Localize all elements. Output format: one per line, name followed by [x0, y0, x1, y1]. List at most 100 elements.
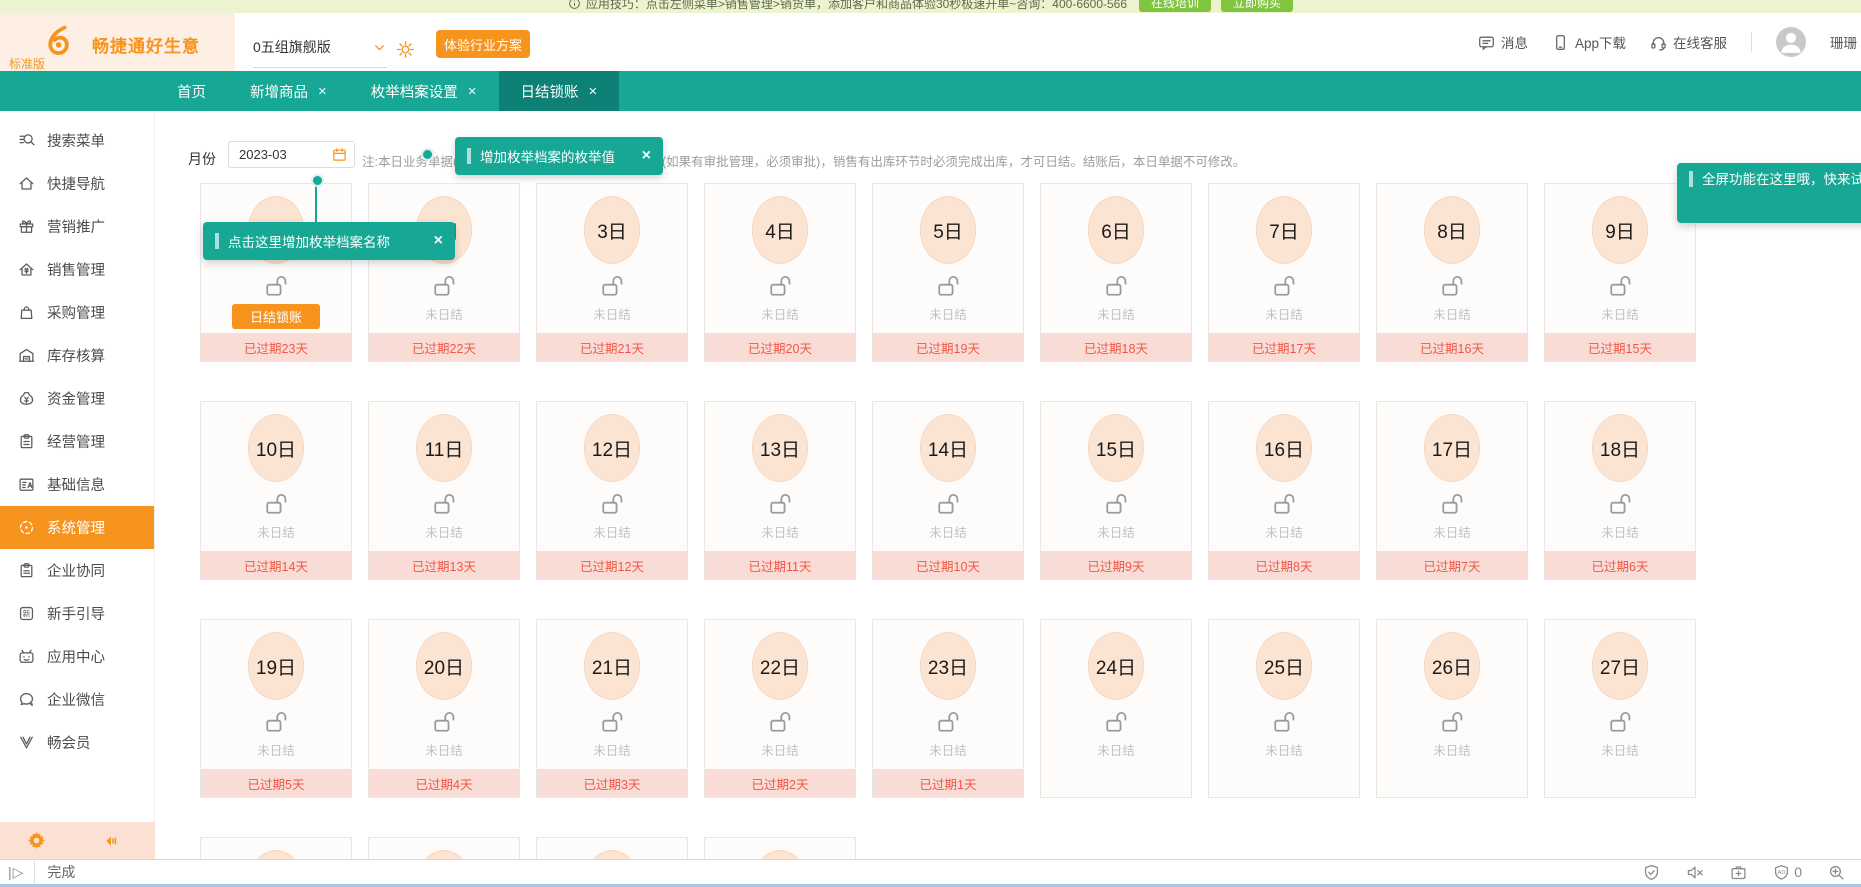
- day-card-26[interactable]: 26日 未日结: [1376, 619, 1528, 798]
- day-status: 未日结: [761, 308, 799, 322]
- trial-industry-button[interactable]: 体验行业方案: [436, 30, 530, 58]
- day-card-23[interactable]: 23日 未日结 已过期1天: [872, 619, 1024, 798]
- username[interactable]: 珊珊: [1830, 36, 1857, 51]
- tab-daily-lock[interactable]: 日结锁账 ×: [498, 71, 620, 111]
- day-card-19[interactable]: 19日 未日结 已过期5天: [200, 619, 352, 798]
- shield-check-icon[interactable]: [1643, 864, 1660, 881]
- sidebar-item-member[interactable]: 畅会员: [0, 721, 154, 764]
- statusbar-icons: AD 0: [1643, 864, 1861, 881]
- chevron-down-icon: [375, 44, 384, 50]
- sidebar-item-funds[interactable]: 资金管理: [0, 377, 154, 420]
- day-card-4[interactable]: 4日 未日结 已过期20天: [704, 183, 856, 362]
- day-card-11[interactable]: 11日 未日结 已过期13天: [368, 401, 520, 580]
- tooltip-anchor-dot: [421, 148, 434, 161]
- sidebar-item-sales[interactable]: 销售管理: [0, 248, 154, 291]
- day-number: 21日: [584, 632, 640, 700]
- basicinfo-icon: [18, 476, 35, 493]
- day-card-15[interactable]: 15日 未日结 已过期9天: [1040, 401, 1192, 580]
- tooltip-close-icon[interactable]: ×: [641, 147, 651, 164]
- day-card-8[interactable]: 8日 未日结 已过期16天: [1376, 183, 1528, 362]
- collapse-sidebar-icon[interactable]: [101, 833, 119, 849]
- sidebar-item-purchase[interactable]: 采购管理: [0, 291, 154, 334]
- zoom-in-icon[interactable]: [1828, 864, 1845, 881]
- tab-new-product[interactable]: 新增商品 ×: [228, 71, 349, 111]
- day-card-6[interactable]: 6日 未日结 已过期18天: [1040, 183, 1192, 362]
- unlocked-padlock-icon: [767, 273, 793, 299]
- day-card-7[interactable]: 7日 未日结 已过期17天: [1208, 183, 1360, 362]
- day-card-14[interactable]: 14日 未日结 已过期10天: [872, 401, 1024, 580]
- mute-icon[interactable]: [1686, 864, 1704, 881]
- sidebar-item-app-center[interactable]: 应用中心: [0, 635, 154, 678]
- day-card-27[interactable]: 27日 未日结: [1544, 619, 1696, 798]
- user-avatar[interactable]: [1776, 27, 1806, 57]
- day-card-25[interactable]: 25日 未日结: [1208, 619, 1360, 798]
- sidebar-item-wechat[interactable]: 企业微信: [0, 678, 154, 721]
- day-status: 未日结: [929, 308, 967, 322]
- day-card-21[interactable]: 21日 未日结 已过期3天: [536, 619, 688, 798]
- sidebar-item-basic-info[interactable]: 基础信息: [0, 463, 154, 506]
- day-card-28[interactable]: 28日未日结: [200, 837, 352, 859]
- sidebar-item-guide[interactable]: 新 新手引导: [0, 592, 154, 635]
- tab-close-icon[interactable]: ×: [467, 82, 477, 100]
- messages-link[interactable]: 消息: [1478, 32, 1528, 52]
- day-card-12[interactable]: 12日 未日结 已过期12天: [536, 401, 688, 580]
- unlocked-padlock-icon: [935, 273, 961, 299]
- tab-label: 首页: [177, 84, 206, 101]
- sidebar-footer: [0, 822, 155, 859]
- sidebar-item-quick-nav[interactable]: 快捷导航: [0, 162, 154, 205]
- unlocked-padlock-icon: [263, 273, 289, 299]
- sidebar-item-operations[interactable]: 经营管理: [0, 420, 154, 463]
- sidebar-item-search[interactable]: 搜索菜单: [0, 119, 154, 162]
- day-number: 11日: [416, 414, 472, 482]
- tab-close-icon[interactable]: ×: [588, 82, 598, 100]
- buy-now-button[interactable]: 立即购买: [1221, 0, 1294, 12]
- org-selector[interactable]: 0五组旗舰版: [253, 27, 387, 68]
- unlocked-padlock-icon: [935, 491, 961, 517]
- sidebar-item-label: 畅会员: [47, 736, 91, 752]
- tab-enum-archive-settings[interactable]: 枚举档案设置 ×: [349, 71, 499, 111]
- day-number: 13日: [752, 414, 808, 482]
- sidebar-settings-gear-icon[interactable]: [28, 832, 45, 849]
- day-card-18[interactable]: 18日 未日结 已过期6天: [1544, 401, 1696, 580]
- org-settings-gear-icon[interactable]: [396, 40, 415, 59]
- step-play-icon[interactable]: |▷: [8, 863, 25, 880]
- day-number: 19日: [248, 632, 304, 700]
- day-card-5[interactable]: 5日 未日结 已过期19天: [872, 183, 1024, 362]
- day-card-13[interactable]: 13日 未日结 已过期11天: [704, 401, 856, 580]
- day-card-16[interactable]: 16日 未日结 已过期8天: [1208, 401, 1360, 580]
- day-card-3[interactable]: 3日 未日结 已过期21天: [536, 183, 688, 362]
- day-number: 14日: [920, 414, 976, 482]
- unlocked-padlock-icon: [263, 491, 289, 517]
- operations-icon: [18, 433, 35, 450]
- expired-badge: 已过期15天: [1545, 333, 1695, 361]
- sidebar-item-marketing[interactable]: 营销推广: [0, 205, 154, 248]
- day-card-20[interactable]: 20日 未日结 已过期4天: [368, 619, 520, 798]
- app-download-link[interactable]: App下载: [1552, 32, 1626, 52]
- sidebar-item-inventory[interactable]: 库存核算: [0, 334, 154, 377]
- ad-badge-icon[interactable]: AD 0: [1773, 864, 1802, 881]
- month-picker-input[interactable]: 2023-03: [228, 141, 355, 168]
- tab-bar: 首页 新增商品 × 枚举档案设置 × 日结锁账 ×: [0, 71, 1861, 111]
- tooltip-close-icon[interactable]: ×: [433, 232, 443, 249]
- day-card-9[interactable]: 9日 未日结 已过期15天: [1544, 183, 1696, 362]
- day-card-22[interactable]: 22日 未日结 已过期2天: [704, 619, 856, 798]
- day-card-1[interactable]: 1日日结锁账已过期23天: [200, 183, 352, 362]
- sidebar-item-label: 系统管理: [47, 521, 105, 537]
- tab-home[interactable]: 首页: [155, 71, 228, 111]
- day-card-10[interactable]: 10日 未日结 已过期14天: [200, 401, 352, 580]
- day-card-30[interactable]: 30日未日结: [536, 837, 688, 859]
- tab-close-icon[interactable]: ×: [318, 82, 327, 100]
- add-case-icon[interactable]: [1730, 864, 1747, 881]
- online-service-link[interactable]: 在线客服: [1650, 32, 1727, 52]
- sidebar-item-label: 资金管理: [47, 392, 105, 408]
- day-card-29[interactable]: 29日未日结: [368, 837, 520, 859]
- day-number: 10日: [248, 414, 304, 482]
- daily-lock-button[interactable]: 日结锁账: [232, 304, 320, 329]
- online-training-button[interactable]: 在线培训: [1139, 0, 1212, 12]
- sidebar-item-system[interactable]: 系统管理: [0, 506, 154, 549]
- day-card-31[interactable]: 31日未日结: [704, 837, 856, 859]
- day-card-17[interactable]: 17日 未日结 已过期7天: [1376, 401, 1528, 580]
- sidebar-item-collaboration[interactable]: 企业协同: [0, 549, 154, 592]
- day-card-24[interactable]: 24日 未日结: [1040, 619, 1192, 798]
- day-card-2[interactable]: 2日未日结已过期22天: [368, 183, 520, 362]
